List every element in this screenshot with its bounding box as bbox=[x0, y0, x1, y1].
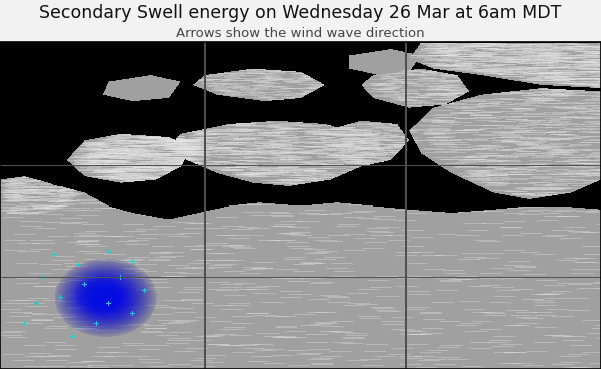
Text: Secondary Swell energy on Wednesday 26 Mar at 6am MDT: Secondary Swell energy on Wednesday 26 M… bbox=[39, 4, 562, 22]
Text: Arrows show the wind wave direction: Arrows show the wind wave direction bbox=[176, 27, 425, 41]
